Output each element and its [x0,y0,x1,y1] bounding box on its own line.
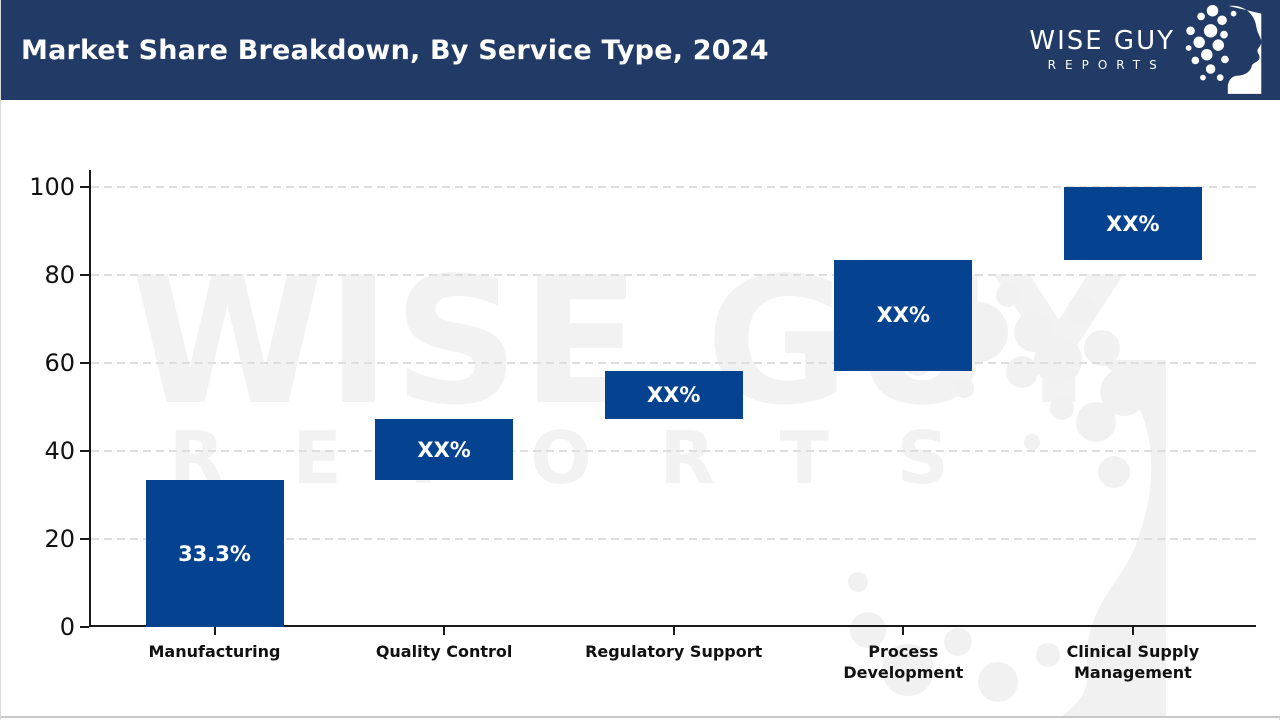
y-tick-mark [80,362,89,364]
x-category-label-line: Manufacturing [148,642,281,661]
logo: WISE GUY REPORTS [1029,0,1267,100]
bar-value-label: XX% [876,303,931,328]
x-category-label-line: Regulatory Support [585,642,763,661]
gridline [91,362,1258,364]
bar: XX% [604,370,743,419]
logo-text: WISE GUY REPORTS [1029,25,1175,73]
x-category-label-line: Process [868,642,939,661]
gridline [91,186,1258,188]
footer-rule [1,716,1280,718]
y-tick-mark [80,186,89,188]
x-category-label: Manufacturing [100,641,330,662]
gridline [91,274,1258,276]
x-category-label: Clinical Supply Management [1018,641,1248,683]
header-bar: Market Share Breakdown, By Service Type,… [1,0,1280,100]
x-tick-mark [672,627,675,635]
bar-value-label: 33.3% [178,541,251,566]
y-tick-label: 0 [59,613,75,641]
y-tick-mark [80,274,89,276]
bar: XX% [1063,187,1202,261]
logo-wordmark: WISE GUY [1029,25,1175,56]
gridline [91,538,1258,540]
chart-area: WISE GUY REPORTS [1,100,1280,716]
logo-subtext: REPORTS [1047,58,1166,73]
x-tick-mark [1131,627,1134,635]
bar: XX% [375,418,514,481]
x-category-label: Regulatory Support [559,641,789,662]
x-category-label-line: Management [1074,663,1192,682]
gridline [91,450,1258,452]
x-category-label-line: Clinical Supply [1066,642,1200,661]
bar-value-label: XX% [1106,211,1160,236]
bar: XX% [834,260,973,371]
y-tick-label: 60 [44,349,75,377]
x-tick-mark [443,627,446,635]
bar-value-label: XX% [646,382,701,407]
watermark-subtext: REPORTS [169,416,1017,500]
dotted-face-profile-icon [1181,2,1267,98]
x-category-label: Process Development [788,641,1018,683]
y-tick-mark [80,538,89,540]
y-tick-label: 20 [44,525,75,553]
x-category-label-line: Development [843,663,964,682]
x-category-label: Quality Control [329,641,559,662]
y-tick-label: 100 [29,172,75,201]
y-tick-mark [80,450,89,452]
page-title: Market Share Breakdown, By Service Type,… [21,34,769,66]
plot-area: 0 20 40 60 80 100 33.3% Manufacturing XX% Quality… [29,170,1258,682]
y-tick-label: 40 [44,437,75,465]
x-tick-mark [902,627,905,635]
x-category-label-line: Quality Control [375,642,513,661]
y-tick-mark [80,626,89,628]
x-tick-mark [213,627,216,635]
bar-value-label: XX% [417,437,471,462]
bar: 33.3% [145,480,284,627]
y-tick-label: 80 [44,261,75,289]
